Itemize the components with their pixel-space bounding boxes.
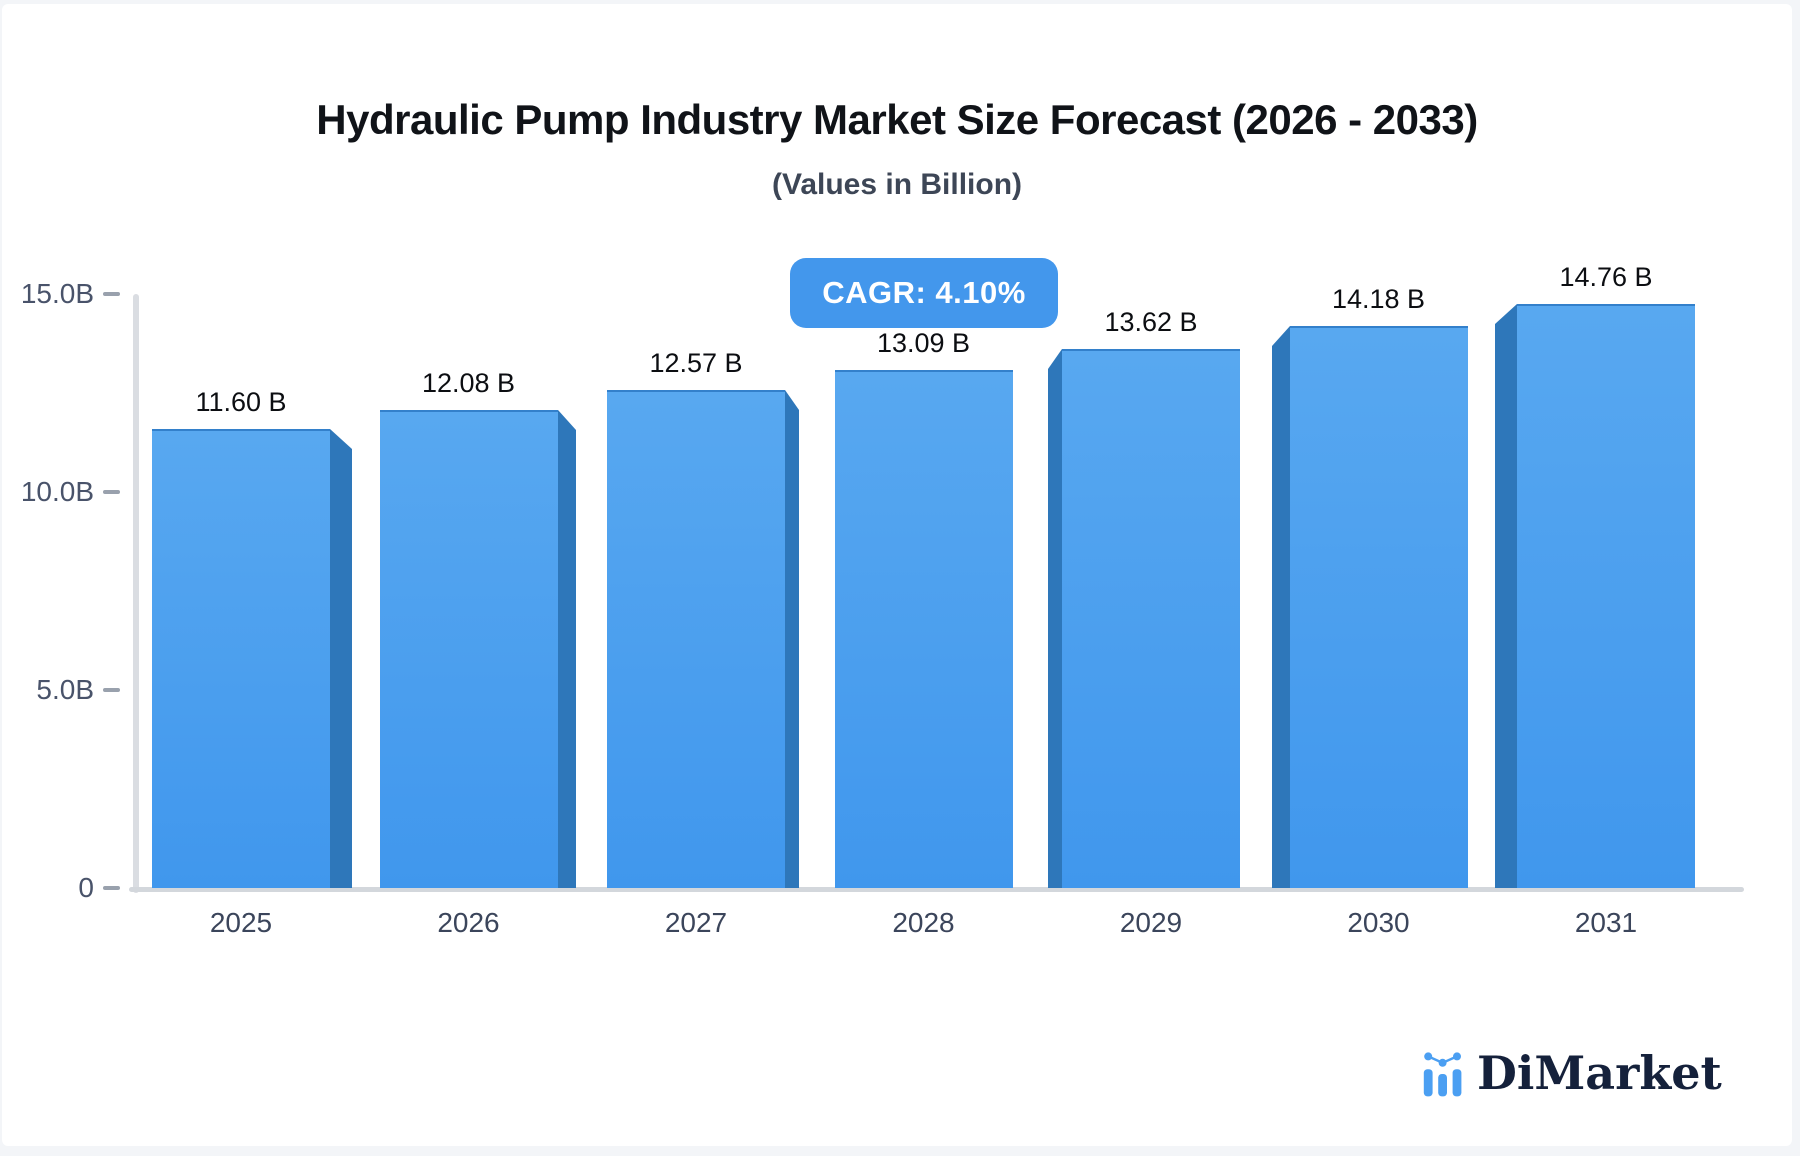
bar-value-label: 12.57 B [649,348,743,378]
bar-value-label: 13.62 B [1104,307,1198,337]
bar-side-face [785,390,799,888]
bar-side-face [1048,349,1062,888]
y-tick-label: 5.0B [36,674,94,705]
y-tick-dash-icon [103,292,120,296]
x-tick-label: 2026 [437,907,500,938]
x-tick-label: 2027 [664,907,728,938]
bar[interactable] [1290,326,1468,888]
y-tick-label: 0 [78,872,94,903]
y-tick-label: 15.0B [20,278,94,309]
bar-side-face [330,429,352,888]
bar-value-label: 14.76 B [1559,262,1653,292]
bar-value-label: 11.60 B [195,387,287,417]
chart-title: Hydraulic Pump Industry Market Size Fore… [316,96,1478,143]
bar[interactable] [1062,349,1240,888]
bar-value-label: 14.18 B [1331,284,1426,314]
bar-value-label: 13.09 B [876,328,971,358]
y-tick-dash-icon [103,886,120,890]
x-tick-label: 2025 [209,907,273,938]
bar[interactable] [835,370,1013,888]
bar[interactable] [152,429,330,888]
bar-side-face [1272,326,1290,888]
x-tick-label: 2031 [1574,907,1638,938]
x-tick-label: 2028 [892,907,955,938]
cagr-badge-label: CAGR: 4.10% [822,275,1026,310]
x-axis-line [129,887,1744,892]
bar-chart-logo-icon [1423,1052,1462,1097]
y-tick-dash-icon [103,490,120,494]
chart-subtitle: (Values in Billion) [771,168,1023,201]
bar-value-label: 12.08 B [421,368,516,398]
bar-side-face [1495,304,1517,888]
x-tick-label: 2029 [1119,907,1183,938]
bar-side-face [558,410,576,888]
cagr-badge: CAGR: 4.10% [790,258,1058,328]
dimarket-logo: DiMarket [1422,1046,1722,1098]
y-tick-label: 10.0B [20,476,94,507]
x-tick-label: 2030 [1347,907,1410,938]
bar[interactable] [380,410,558,888]
logo-text: DiMarket [1477,1046,1722,1100]
bar[interactable] [1517,304,1695,888]
y-tick-dash-icon [103,688,120,692]
y-axis-line [133,294,139,893]
chart-card: Hydraulic Pump Industry Market Size Fore… [2,4,1792,1146]
bar[interactable] [607,390,785,888]
